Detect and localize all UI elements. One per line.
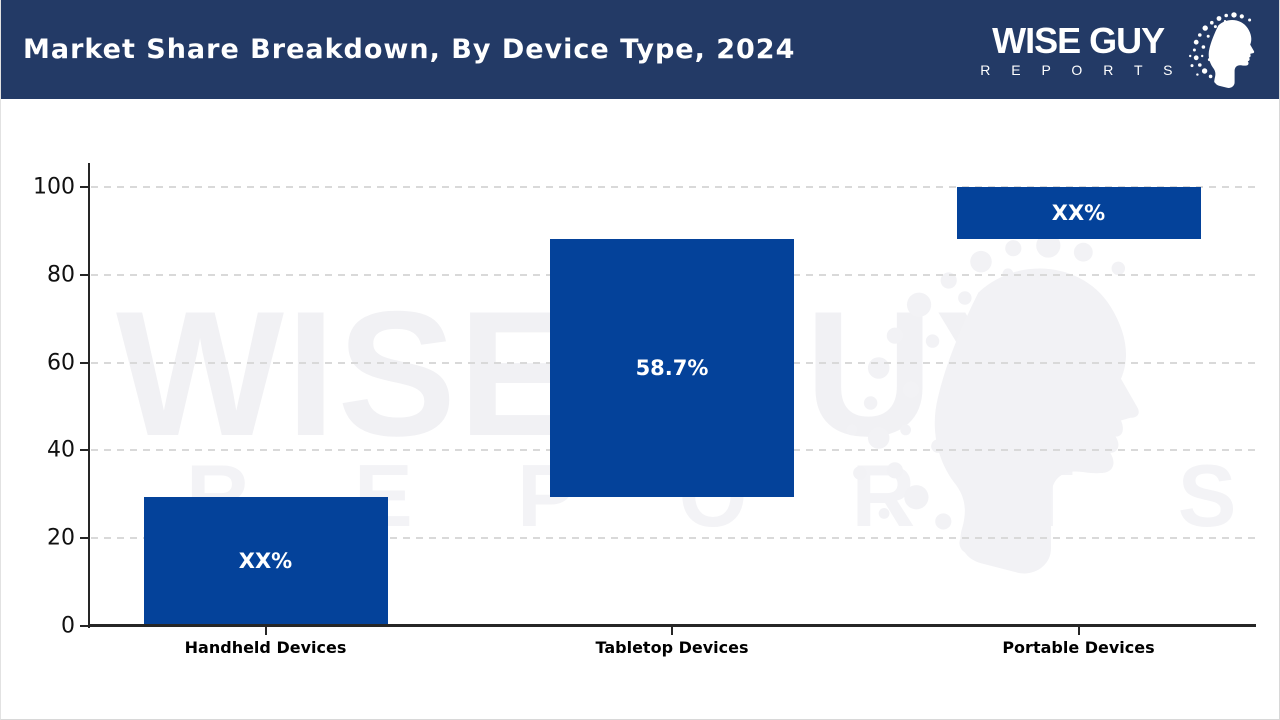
wise-guy-logo: WISE GUY R E P O R T S [975,9,1255,91]
watermark-face-icon [806,228,1156,578]
y-tick-mark [80,186,89,188]
y-tick-mark [80,537,89,540]
y-tick-mark [80,625,89,627]
bar [143,496,388,626]
x-category-label: Portable Devices [1002,638,1155,657]
x-category-label: Tabletop Devices [595,638,749,657]
logo-wordmark: WISE GUY [992,19,1165,61]
y-tick-label: 60 [47,350,75,376]
x-tick-mark [264,627,267,635]
y-gridline [91,186,1256,188]
y-tick-label: 40 [47,437,75,463]
bar-value-label: XX% [238,549,293,574]
y-tick-mark [80,273,89,276]
bar [550,239,794,497]
page-title: Market Share Breakdown, By Device Type, … [23,34,796,65]
y-tick-label: 80 [47,262,75,288]
y-gridline [91,537,1256,540]
y-tick-label: 0 [61,613,75,639]
logo-face-icon [1183,9,1255,91]
y-tick-mark [80,361,89,364]
x-tick-mark [1077,627,1080,635]
y-tick-label: 20 [47,525,75,551]
y-tick-mark [80,449,89,452]
header-bar: Market Share Breakdown, By Device Type, … [1,0,1279,99]
y-axis [88,163,90,628]
x-tick-mark [671,627,673,635]
logo-subtext: R E P O R T S [980,61,1181,78]
x-category-label: Handheld Devices [184,638,347,657]
bar-value-label: XX% [1051,201,1106,226]
bar-value-label: 58.7% [635,356,709,381]
bar [956,187,1201,240]
x-axis [88,624,1256,627]
y-tick-label: 100 [33,174,75,200]
